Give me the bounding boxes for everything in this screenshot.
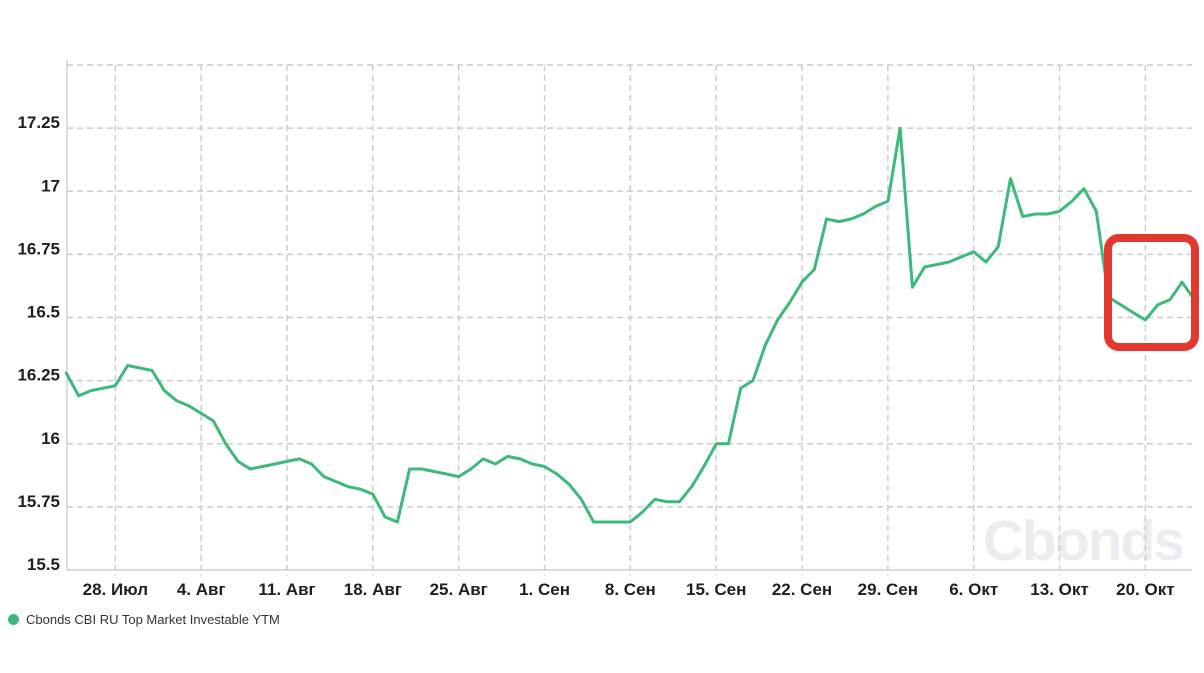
y-axis-label: 15.5 xyxy=(27,555,60,574)
x-axis-label: 11. Авг xyxy=(258,580,315,599)
x-axis-label: 22. Сен xyxy=(772,580,832,599)
legend-item[interactable]: Cbonds CBI RU Top Market Investable YTM xyxy=(8,612,280,627)
x-axis-label: 28. Июл xyxy=(83,580,148,599)
y-axis-label: 16.25 xyxy=(17,366,60,385)
y-axis-label: 17 xyxy=(41,176,60,195)
x-axis-label: 1. Сен xyxy=(519,580,570,599)
x-axis-label: 25. Авг xyxy=(430,580,488,599)
y-axis-label: 15.75 xyxy=(17,492,60,511)
x-axis-label: 8. Сен xyxy=(605,580,656,599)
y-axis-label: 16.5 xyxy=(27,303,60,322)
x-axis-label: 18. Авг xyxy=(344,580,402,599)
x-axis-label: 20. Окт xyxy=(1116,580,1174,599)
legend-label: Cbonds CBI RU Top Market Investable YTM xyxy=(26,612,280,627)
x-axis-label: 15. Сен xyxy=(686,580,746,599)
legend-marker-icon xyxy=(8,614,19,625)
x-axis-label: 29. Сен xyxy=(858,580,918,599)
highlight-box xyxy=(1104,234,1199,351)
x-axis-label: 6. Окт xyxy=(949,580,998,599)
cbonds-watermark: Cbonds xyxy=(982,509,1185,573)
y-axis-label: 16.75 xyxy=(17,239,60,258)
y-axis-label: 17.25 xyxy=(17,113,60,132)
series-line xyxy=(64,126,1196,524)
x-axis-label: 13. Окт xyxy=(1030,580,1088,599)
x-axis-label: 4. Авг xyxy=(177,580,226,599)
y-axis-label: 16 xyxy=(41,429,60,448)
